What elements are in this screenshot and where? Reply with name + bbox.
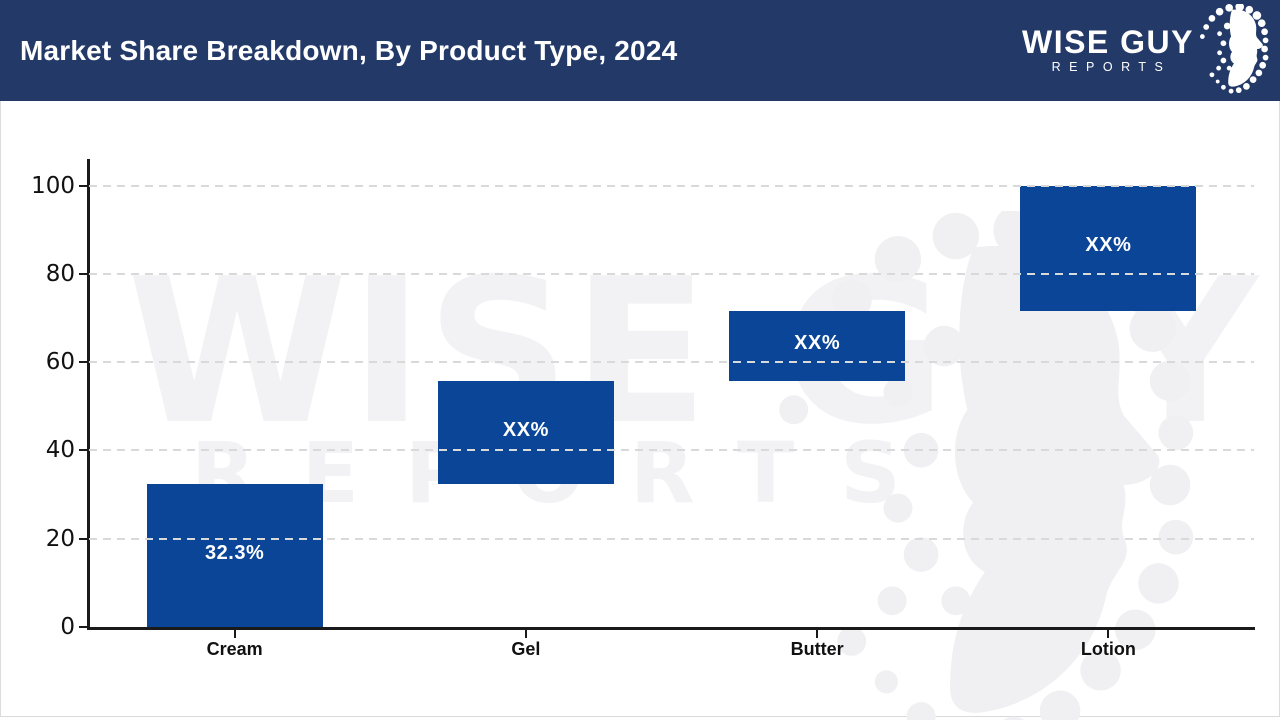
- logo-head-icon: [1199, 4, 1269, 94]
- x-label-butter: Butter: [790, 639, 844, 659]
- x-tick-gel: [524, 629, 527, 638]
- gridline-20: [89, 537, 1254, 540]
- logo-text: WISE GUY REPORTS: [1022, 24, 1194, 75]
- bar-lotion: [1020, 185, 1197, 311]
- wise-guy-logo: WISE GUY REPORTS: [1022, 4, 1270, 94]
- y-axis-line: [87, 159, 90, 629]
- bar-label-butter: XX%: [794, 331, 841, 354]
- y-tick-label-60: 60: [45, 349, 75, 376]
- gridline-60: [89, 361, 1254, 364]
- bar-label-cream: 32.3%: [205, 541, 265, 564]
- footer-divider: [0, 716, 1280, 717]
- bar-butter: [729, 310, 906, 382]
- y-tick-label-20: 20: [45, 525, 75, 552]
- y-tick-20: [79, 537, 87, 540]
- y-tick-80: [79, 272, 87, 275]
- x-tick-lotion: [1107, 629, 1110, 638]
- bar-label-lotion: XX%: [1085, 234, 1132, 257]
- x-label-gel: Gel: [511, 639, 541, 659]
- y-tick-label-100: 100: [31, 172, 75, 199]
- header-bar: Market Share Breakdown, By Product Type,…: [0, 0, 1280, 101]
- x-tick-cream: [233, 629, 236, 638]
- logo-subtext: REPORTS: [1051, 60, 1172, 75]
- gridline-100: [89, 184, 1254, 187]
- x-axis-line: [87, 627, 1255, 630]
- gridline-80: [89, 272, 1254, 275]
- x-label-cream: Cream: [206, 639, 263, 659]
- bar-cream: [146, 484, 323, 627]
- y-tick-60: [79, 361, 87, 364]
- y-tick-label-80: 80: [45, 260, 75, 287]
- y-tick-100: [79, 184, 87, 187]
- y-tick-0: [79, 626, 87, 628]
- logo-wordmark: WISE GUY: [1021, 23, 1194, 60]
- chart-canvas: WISE GUY REPORTS 02040608010032.3%XX%XX%…: [0, 101, 1280, 720]
- y-tick-40: [79, 449, 87, 452]
- page-title: Market Share Breakdown, By Product Type,…: [20, 34, 678, 66]
- y-tick-label-0: 0: [60, 614, 75, 640]
- x-label-lotion: Lotion: [1080, 639, 1136, 659]
- y-tick-label-40: 40: [45, 437, 75, 464]
- x-tick-butter: [816, 629, 819, 638]
- gridline-40: [89, 449, 1254, 452]
- bar-label-gel: XX%: [502, 418, 549, 441]
- bar-gel: [437, 381, 614, 485]
